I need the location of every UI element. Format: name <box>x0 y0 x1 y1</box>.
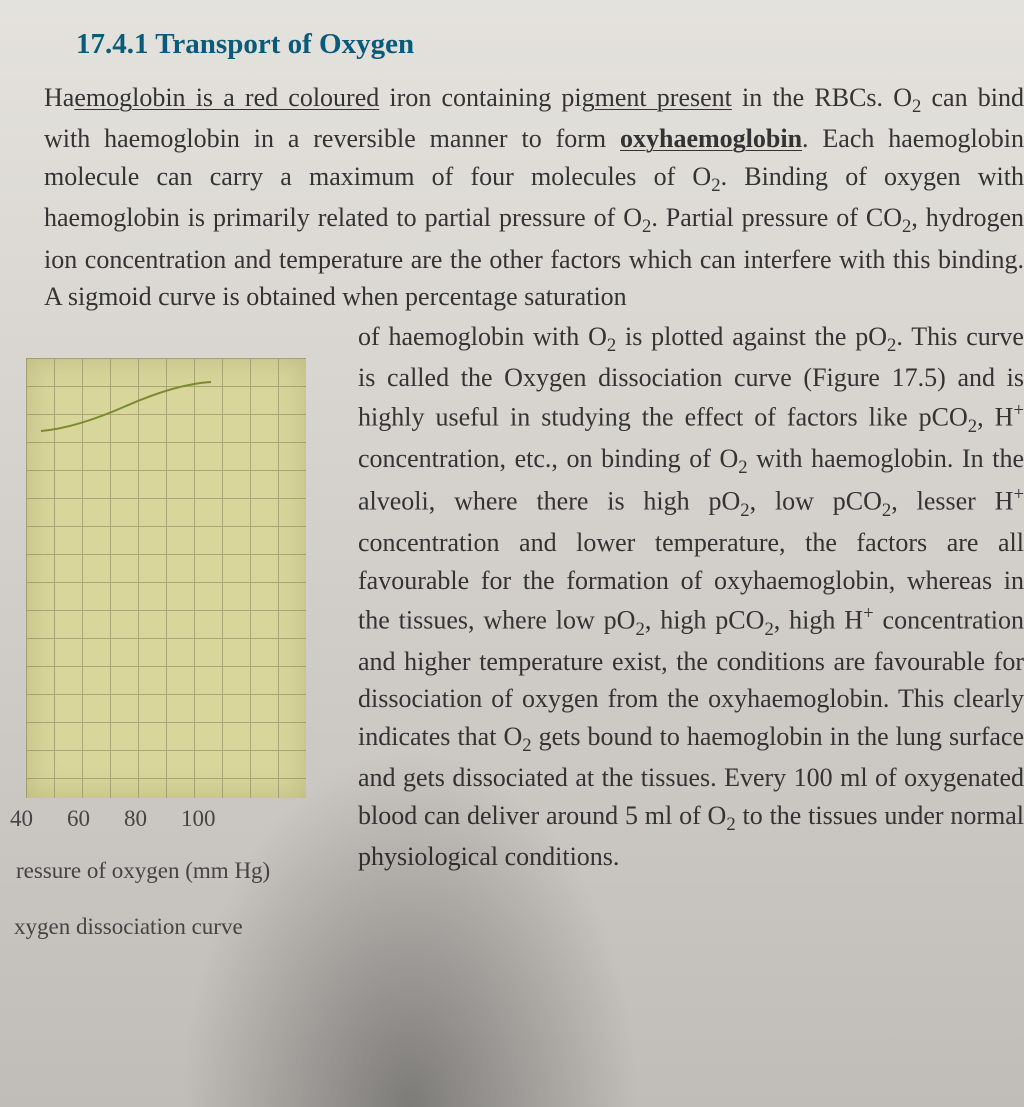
textbook-page: 17.4.1 Transport of Oxygen Haemoglobin i… <box>0 0 1024 1107</box>
text: concentration, etc., on binding of O <box>358 444 738 473</box>
sigmoid-curve <box>36 376 216 436</box>
xtick: 100 <box>181 806 216 832</box>
subscript: 2 <box>882 500 891 521</box>
x-axis-ticks: 40 60 80 100 <box>10 806 336 832</box>
subscript: 2 <box>726 814 735 835</box>
right-paragraph: of haemoglobin with O2 is plotted agains… <box>336 318 1024 940</box>
intro-paragraph: Haemoglobin is a red coloured iron conta… <box>44 79 1024 316</box>
subscript: 2 <box>607 335 616 356</box>
subscript: 2 <box>912 96 921 117</box>
text: , H <box>977 403 1013 432</box>
text: . Partial pressure of CO <box>651 203 902 232</box>
subscript: 2 <box>902 217 911 238</box>
text: of haemoglobin with O <box>358 322 607 351</box>
x-axis-label: ressure of oxygen (mm Hg) <box>16 858 336 884</box>
section-title: Transport of Oxygen <box>155 28 414 60</box>
text: , high pCO <box>645 605 765 634</box>
figure-caption: xygen dissociation curve <box>14 914 336 940</box>
two-column-region: 40 60 80 100 ressure of oxygen (mm Hg) x… <box>36 318 1024 940</box>
subscript: 2 <box>764 619 773 640</box>
dissociation-curve-chart <box>26 358 306 798</box>
subscript: 2 <box>522 735 531 756</box>
text: , low pCO <box>750 487 882 516</box>
subscript: 2 <box>635 619 644 640</box>
keyword-bold: oxyhaemoglobin <box>620 124 802 153</box>
xtick: 60 <box>67 806 90 832</box>
superscript: + <box>863 603 874 624</box>
xtick: 80 <box>124 806 147 832</box>
subscript: 2 <box>738 457 747 478</box>
text-underlined: emoglobin is a red coloured <box>74 83 379 112</box>
text: in the RBCs. O <box>732 83 912 112</box>
section-number: 17.4.1 <box>76 28 149 60</box>
section-heading: 17.4.1 Transport of Oxygen <box>76 28 1024 61</box>
xtick: 40 <box>10 806 33 832</box>
superscript: + <box>1013 484 1024 505</box>
subscript: 2 <box>740 500 749 521</box>
chart-column: 40 60 80 100 ressure of oxygen (mm Hg) x… <box>36 318 336 940</box>
text: Ha <box>44 83 74 112</box>
text: , high H <box>774 605 863 634</box>
subscript: 2 <box>968 416 977 437</box>
superscript: + <box>1013 400 1024 421</box>
text: iron containing pi <box>379 83 581 112</box>
text-underlined: gment present <box>582 83 732 112</box>
curve-path <box>41 382 211 431</box>
subscript: 2 <box>642 217 651 238</box>
subscript: 2 <box>711 175 720 196</box>
text: is plotted against the pO <box>616 322 887 351</box>
text: , lesser H <box>891 487 1013 516</box>
subscript: 2 <box>887 335 896 356</box>
